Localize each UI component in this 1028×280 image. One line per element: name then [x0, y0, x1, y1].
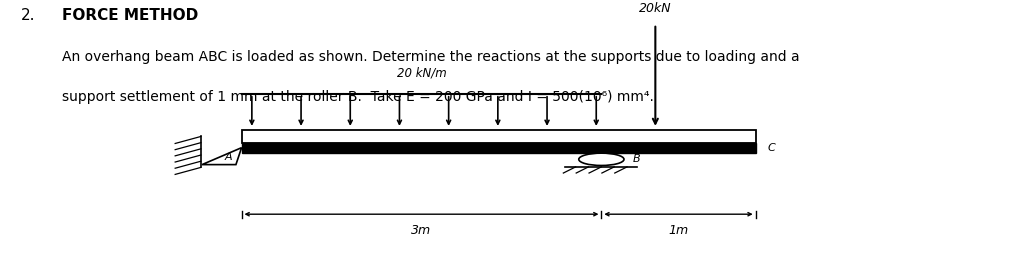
Text: B: B [632, 154, 639, 164]
Circle shape [579, 153, 624, 165]
Bar [242, 143, 756, 153]
Text: A: A [224, 152, 232, 162]
Text: 1m: 1m [668, 224, 689, 237]
Text: 20 kN/m: 20 kN/m [397, 67, 446, 80]
Text: C: C [768, 143, 776, 153]
Text: 3m: 3m [411, 224, 432, 237]
Text: An overhang beam ABC is loaded as shown. Determine the reactions at the supports: An overhang beam ABC is loaded as shown.… [62, 50, 800, 64]
Text: 20kN: 20kN [639, 3, 671, 15]
Text: 2.: 2. [21, 8, 35, 24]
Bar [242, 130, 756, 143]
Text: FORCE METHOD: FORCE METHOD [62, 8, 198, 24]
Text: support settlement of 1 mm at the roller B.  Take E = 200 GPa and I = 500(10⁶) m: support settlement of 1 mm at the roller… [62, 90, 654, 104]
